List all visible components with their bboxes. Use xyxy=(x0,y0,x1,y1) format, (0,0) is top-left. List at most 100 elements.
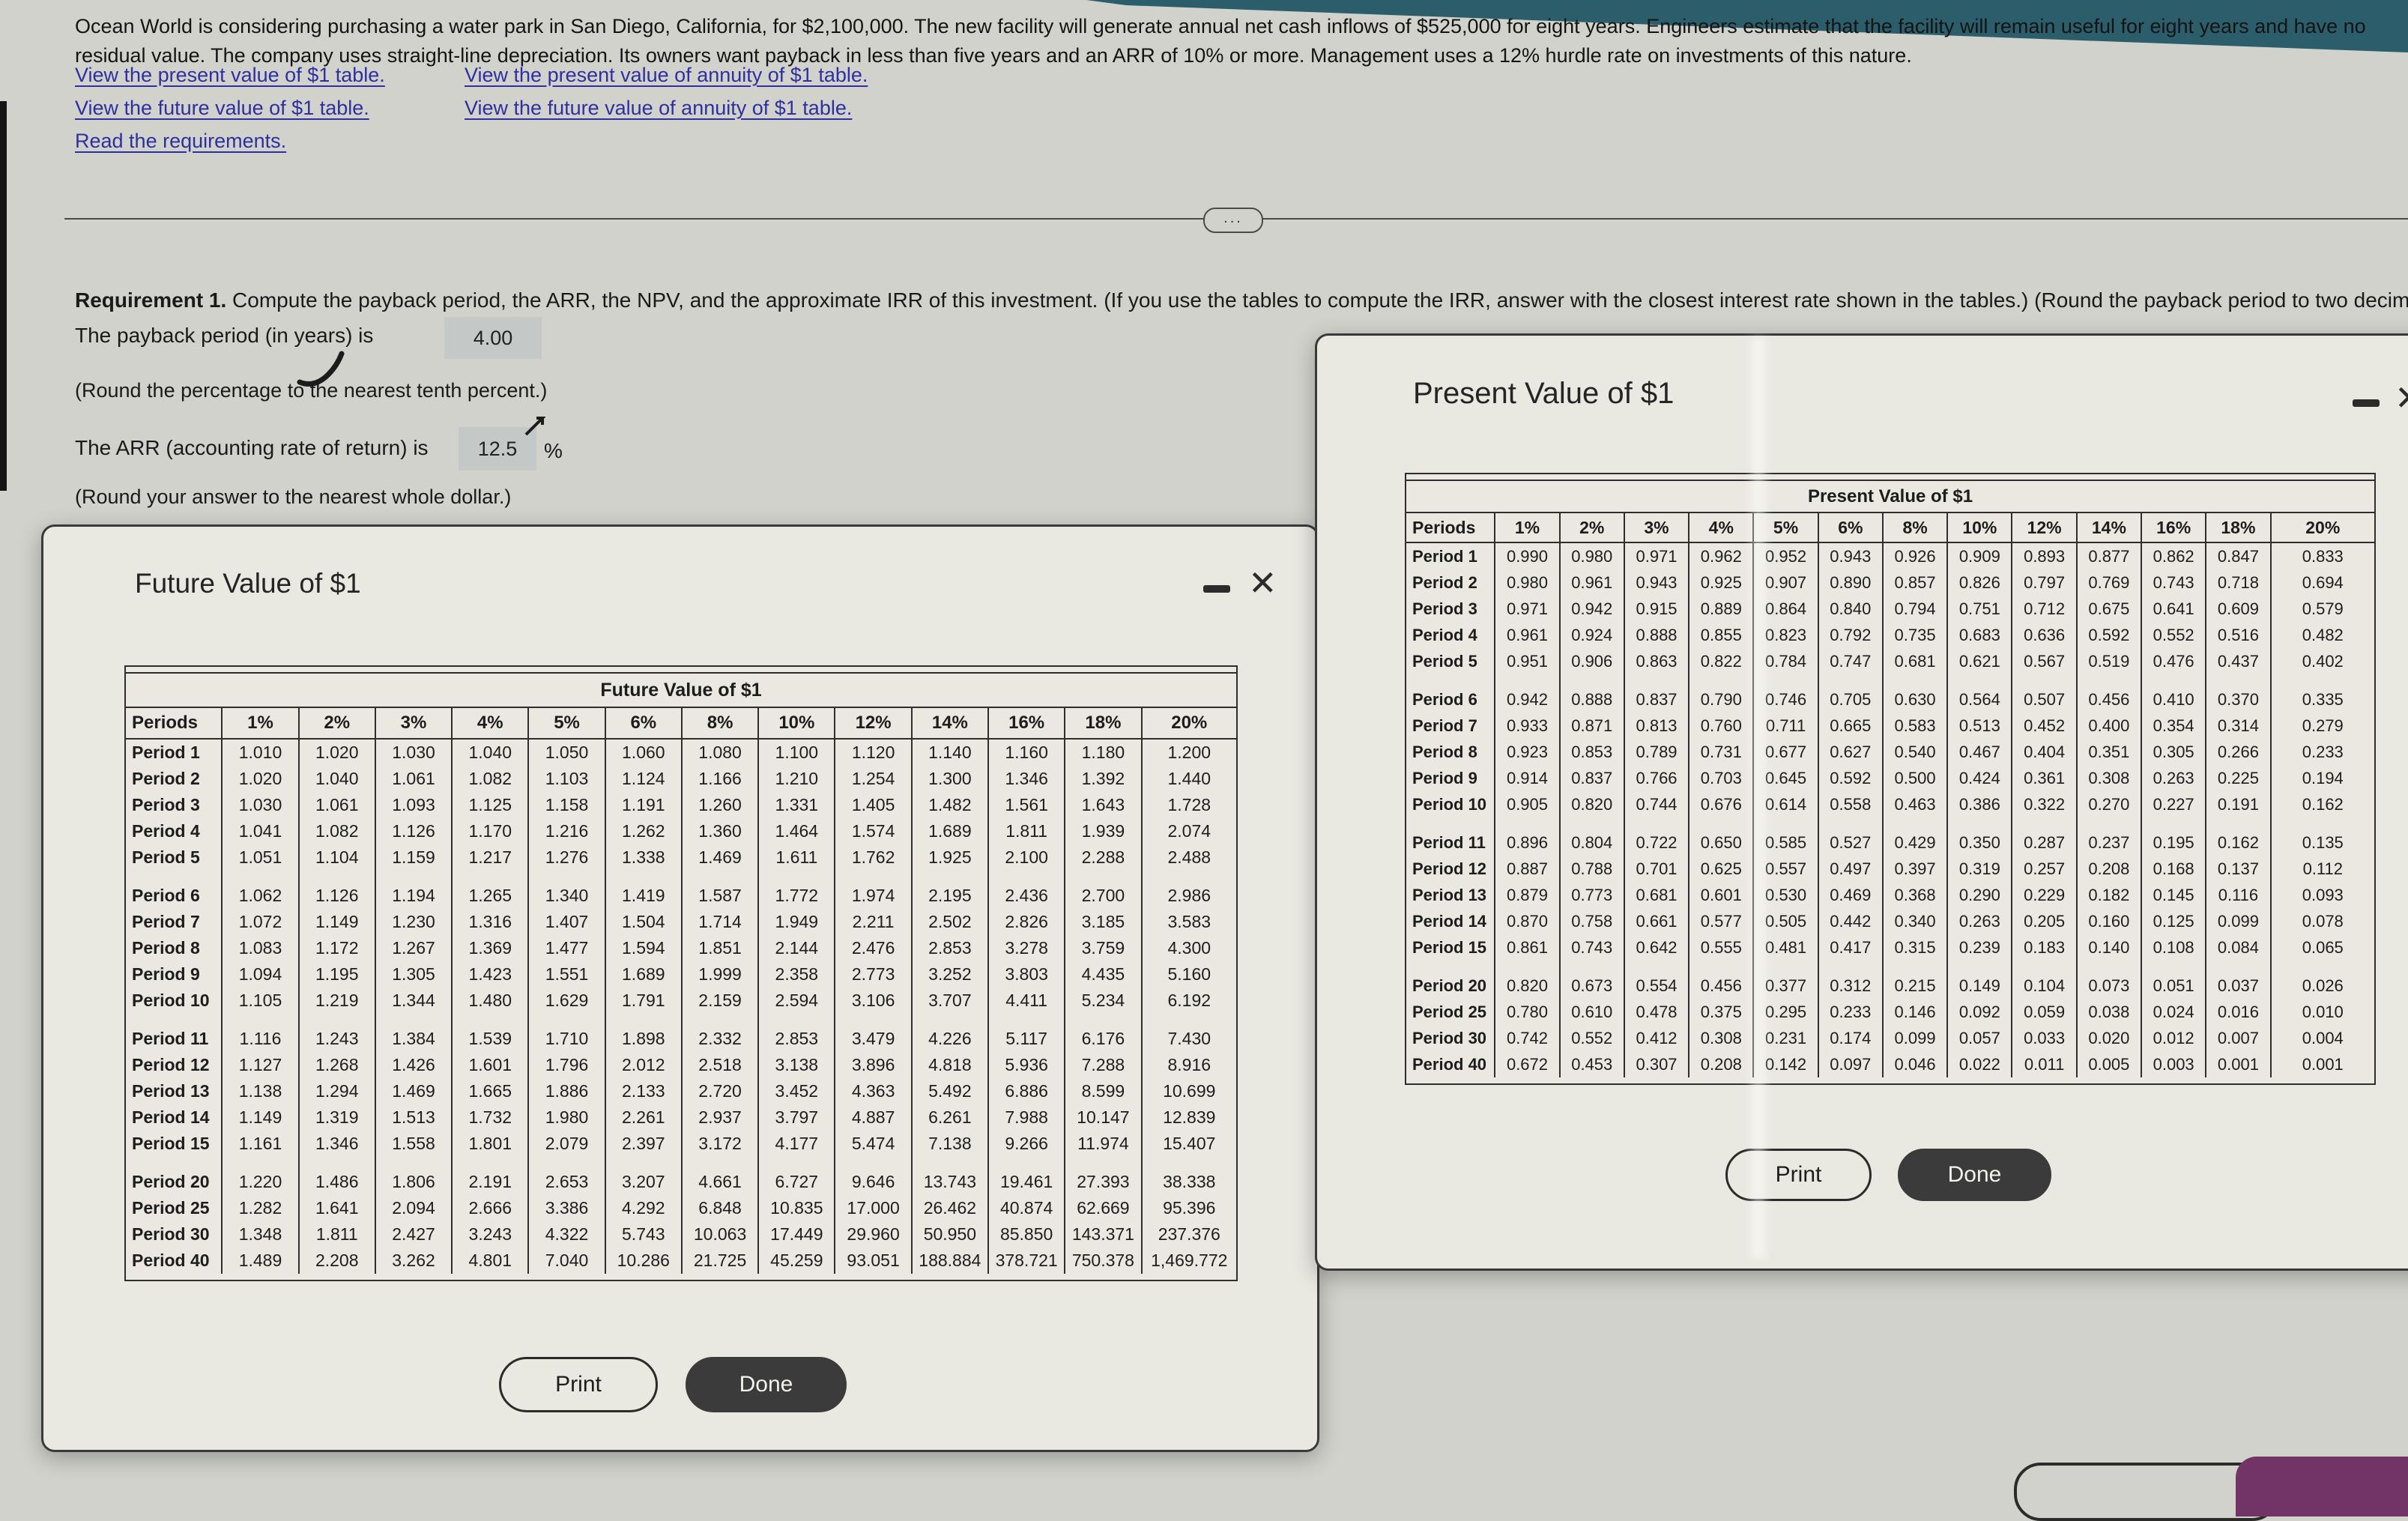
factor-cell: 0.168 xyxy=(2141,856,2206,882)
arr-input[interactable]: 12.5 xyxy=(459,427,536,471)
factor-cell: 1.477 xyxy=(527,935,605,961)
group-gap-cell xyxy=(987,871,1065,883)
print-button[interactable]: Print xyxy=(1725,1149,1872,1201)
link-future-value-annuity-table[interactable]: View the future value of annuity of $1 t… xyxy=(465,97,853,119)
factor-cell: 0.621 xyxy=(1946,648,2012,674)
factor-cell: 1.980 xyxy=(527,1104,605,1131)
period-row-label: Period 1 xyxy=(1412,546,1477,566)
table-header-row: Periods 1% 2% 3% 4% 5% 6% 8% 10% 12% 14% 16% 18% 20% xyxy=(1406,513,2374,543)
table-row: Period 9 1.094 1.195 1.305 1.423 1.551 1.689 1.… xyxy=(126,961,1236,988)
factor-cell: 0.279 xyxy=(2269,713,2374,739)
table-mount: Periods 1% 2% 3% 4% 5% 6% 8% 10% 12% 14% 16% 18% 20% P… xyxy=(1406,513,2374,1077)
period-row-label: Period 1 xyxy=(132,743,200,762)
factor-cell: 0.004 xyxy=(2269,1025,2374,1051)
factor-cell: 0.943 xyxy=(1623,569,1689,596)
table-row: Period 3 0.971 0.942 0.915 0.889 0.864 0.840 0.… xyxy=(1406,596,2374,622)
factor-cell: 1.265 xyxy=(451,883,529,909)
done-button[interactable]: Done xyxy=(1898,1149,2051,1201)
table-row: Period 1 1.010 1.020 1.030 1.040 1.050 1.060 1.… xyxy=(126,739,1236,766)
factor-cell: 1.210 xyxy=(757,766,835,792)
factor-cell: 0.661 xyxy=(1623,908,1689,934)
factor-cell: 0.287 xyxy=(2011,829,2077,856)
factor-cell: 0.402 xyxy=(2269,648,2374,674)
factor-cell: 0.001 xyxy=(2269,1051,2374,1077)
link-present-value-table[interactable]: View the present value of $1 table. xyxy=(75,64,385,86)
factor-cell: 0.826 xyxy=(1946,569,2012,596)
factor-cell: 8.599 xyxy=(1064,1078,1142,1104)
period-row-label: Period 25 xyxy=(1412,1002,1487,1021)
minimize-icon[interactable] xyxy=(1203,585,1230,593)
period-row-label: Period 9 xyxy=(1412,768,1477,787)
factor-cell: 0.476 xyxy=(2141,648,2206,674)
divider-handle[interactable]: ... xyxy=(1203,208,1263,233)
factor-cell: 10.147 xyxy=(1064,1104,1142,1131)
factor-cell: 1.419 xyxy=(604,883,682,909)
factor-cell: 0.001 xyxy=(2205,1051,2271,1077)
factor-cell: 7.988 xyxy=(987,1104,1065,1131)
factor-cell: 0.847 xyxy=(2205,542,2271,569)
factor-cell: 1.061 xyxy=(297,792,375,818)
factor-cell: 0.943 xyxy=(1817,542,1883,569)
period-row-label: Period 3 xyxy=(1412,599,1477,618)
factor-cell: 1.170 xyxy=(451,818,529,844)
done-button[interactable]: Done xyxy=(686,1357,847,1412)
close-icon[interactable]: ✕ xyxy=(1248,563,1277,602)
rate-column-header: 8% xyxy=(1881,513,1948,543)
factor-cell: 0.453 xyxy=(1558,1051,1624,1077)
table-mount: Periods 1% 2% 3% 4% 5% 6% 8% 10% 12% 14% 16% 18% 20% P… xyxy=(126,708,1236,1274)
factor-cell: 1.294 xyxy=(297,1078,375,1104)
period-row-label: Period 14 xyxy=(132,1107,210,1127)
factor-cell: 1.316 xyxy=(451,909,529,935)
photo-edge-strip xyxy=(0,101,7,491)
table-row: Period 6 1.062 1.126 1.194 1.265 1.340 1.419 1.… xyxy=(126,883,1236,909)
factor-cell: 0.057 xyxy=(1946,1025,2012,1051)
factor-cell: 1.629 xyxy=(527,988,605,1014)
factor-cell: 0.609 xyxy=(2205,596,2271,622)
factor-cell: 1.665 xyxy=(451,1078,529,1104)
factor-cell: 1.262 xyxy=(604,818,682,844)
factor-cell: 2.986 xyxy=(1140,883,1236,909)
factor-cell: 1.689 xyxy=(604,961,682,988)
factor-cell: 0.456 xyxy=(1688,973,1754,999)
factor-cell: 0.746 xyxy=(1752,686,1818,713)
factor-cell: 26.462 xyxy=(910,1195,988,1221)
factor-cell: 0.864 xyxy=(1752,596,1818,622)
table-row: Period 2 1.020 1.040 1.061 1.082 1.103 1.124 1.… xyxy=(126,766,1236,792)
factor-cell: 0.909 xyxy=(1946,542,2012,569)
link-future-value-table[interactable]: View the future value of $1 table. xyxy=(75,97,369,119)
close-icon[interactable]: ✕ xyxy=(2395,381,2408,415)
factor-cell: 1.594 xyxy=(604,935,682,961)
payback-input[interactable]: 4.00 xyxy=(444,317,542,359)
factor-cell: 0.722 xyxy=(1623,829,1689,856)
factor-cell: 3.207 xyxy=(604,1169,682,1195)
print-button[interactable]: Print xyxy=(499,1357,658,1412)
factor-cell: 45.259 xyxy=(757,1248,835,1274)
factor-cell: 0.145 xyxy=(2141,882,2206,908)
table-row: Period 10 1.105 1.219 1.344 1.480 1.629 1.791 2… xyxy=(126,988,1236,1014)
group-gap-cell xyxy=(1688,817,1754,829)
factor-cell: 0.424 xyxy=(1946,765,2012,791)
factor-cell: 0.744 xyxy=(1623,791,1689,817)
factor-cell: 1.999 xyxy=(680,961,759,988)
link-read-requirements[interactable]: Read the requirements. xyxy=(75,130,287,152)
factor-cell: 0.557 xyxy=(1752,856,1818,882)
cutoff-purple-button[interactable] xyxy=(2236,1457,2408,1517)
group-gap-cell xyxy=(2011,674,2077,686)
factor-cell: 5.492 xyxy=(910,1078,988,1104)
factor-cell: 1.105 xyxy=(221,988,299,1014)
link-present-value-annuity-table[interactable]: View the present value of annuity of $1 … xyxy=(465,64,868,86)
factor-cell: 0.135 xyxy=(2269,829,2374,856)
factor-cell: 29.960 xyxy=(834,1221,912,1248)
factor-cell: 5.234 xyxy=(1064,988,1142,1014)
factor-cell: 0.386 xyxy=(1946,791,2012,817)
minimize-icon[interactable] xyxy=(2353,399,2380,407)
table-row: Period 14 1.149 1.319 1.513 1.732 1.980 2.261 2… xyxy=(126,1104,1236,1131)
factor-cell: 2.144 xyxy=(757,935,835,961)
group-gap-cell xyxy=(2075,674,2142,686)
factor-cell: 0.837 xyxy=(1558,765,1624,791)
factor-cell: 3.479 xyxy=(834,1026,912,1052)
group-gap-cell xyxy=(1140,1014,1236,1026)
factor-cell: 0.065 xyxy=(2269,934,2374,961)
factor-cell: 0.026 xyxy=(2269,973,2374,999)
factor-cell: 3.106 xyxy=(834,988,912,1014)
